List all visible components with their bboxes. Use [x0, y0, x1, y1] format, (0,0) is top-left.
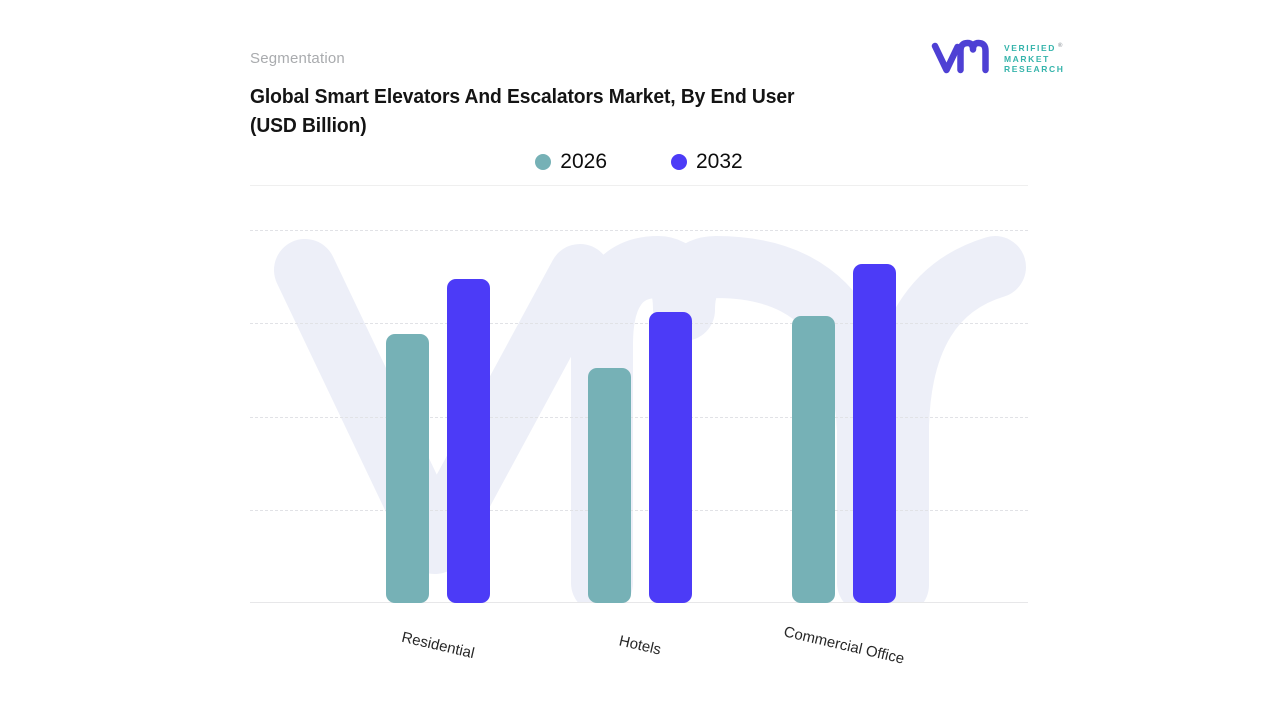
- vmr-logo: VERIFIED ® MARKET RESEARCH: [931, 38, 1065, 78]
- plot-area: Residential Hotels Commercial Office: [250, 225, 1028, 668]
- x-axis-label-residential: Residential: [399, 628, 476, 663]
- gridline: [250, 323, 1028, 325]
- logo-line-2: MARKET: [1004, 53, 1050, 64]
- vmr-logo-text: VERIFIED ® MARKET RESEARCH: [1004, 41, 1065, 74]
- legend-label: 2026: [560, 150, 607, 173]
- x-axis-label-commercial-office: Commercial Office: [781, 623, 906, 668]
- legend-item-2032: 2032: [671, 150, 743, 174]
- gridline: [250, 230, 1028, 231]
- chart-title-line-2: (USD Billion): [250, 114, 367, 137]
- legend-swatch: [671, 154, 687, 170]
- bar-2026-hotels: [588, 368, 631, 603]
- chart-title-line-1: Global Smart Elevators And Escalators Ma…: [250, 85, 795, 108]
- legend-swatch: [535, 154, 552, 170]
- header-divider: [250, 185, 1028, 186]
- vmr-watermark-icon: [274, 236, 1026, 603]
- x-axis-line: [250, 602, 1028, 603]
- logo-line-3: RESEARCH: [1004, 64, 1065, 75]
- bar-2026-residential: [385, 334, 429, 603]
- chart-legend: 2026 2032: [250, 147, 1028, 177]
- bar-2032-hotels: [649, 312, 692, 603]
- vmr-logo-mark-icon: [931, 39, 989, 74]
- bar-2032-commercial-office: [852, 263, 896, 603]
- chart-title: Global Smart Elevators And Escalators Ma…: [250, 82, 794, 140]
- registered-mark: ®: [1058, 43, 1063, 50]
- bar-2032-residential: [446, 278, 490, 603]
- bar-2026-commercial-office: [791, 315, 835, 603]
- x-axis-label-hotels: Hotels: [617, 632, 663, 659]
- gridline: [250, 416, 1028, 418]
- logo-line-1: VERIFIED ®: [1004, 43, 1063, 54]
- gridline: [250, 509, 1028, 511]
- legend-label: 2032: [696, 150, 743, 173]
- legend-item-2026: 2026: [535, 150, 607, 174]
- section-label: Segmentation: [250, 50, 345, 67]
